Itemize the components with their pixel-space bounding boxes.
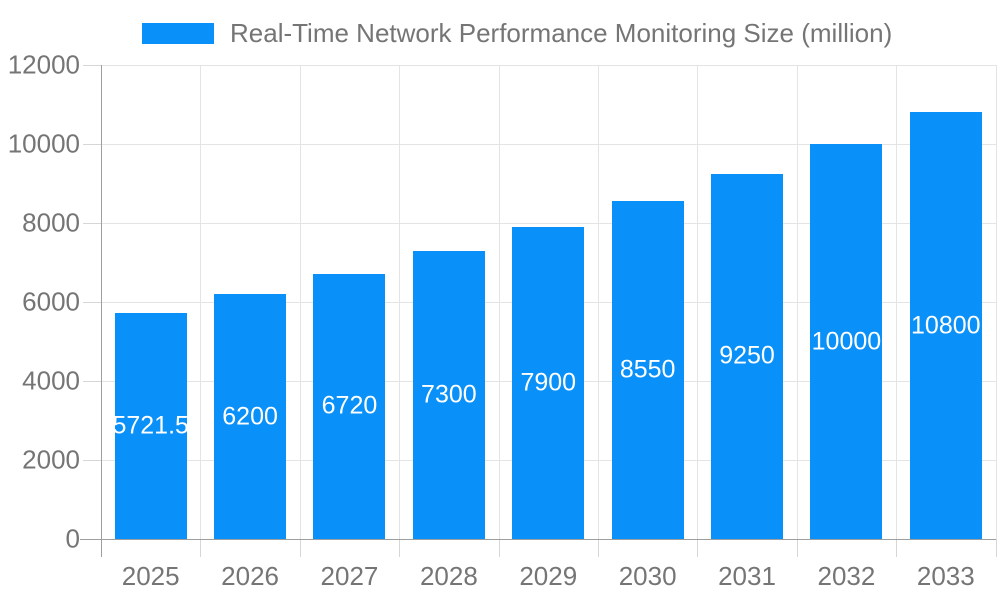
bar[interactable] (114, 313, 187, 539)
gridline-vertical (597, 65, 599, 539)
gridline-horizontal (101, 65, 996, 66)
y-axis-tick (83, 65, 101, 66)
bar[interactable] (909, 112, 982, 539)
x-axis-label: 2025 (121, 561, 180, 591)
gridline-vertical (697, 65, 699, 539)
x-axis-tick (597, 539, 599, 557)
bar[interactable] (512, 226, 585, 539)
y-axis-label: 4000 (22, 365, 80, 396)
x-axis-label: 2032 (817, 561, 876, 591)
x-axis-label: 2033 (916, 561, 975, 591)
y-axis-tick (83, 460, 101, 461)
gridline-vertical (200, 65, 202, 539)
x-axis-label: 2027 (320, 561, 379, 591)
x-axis-label: 2026 (221, 561, 279, 591)
x-axis-label: 2028 (419, 561, 478, 591)
y-axis-line (101, 65, 102, 557)
y-axis-label: 2000 (22, 444, 80, 475)
gridline-vertical (896, 65, 898, 539)
x-axis-tick (399, 539, 401, 557)
gridline-vertical (399, 65, 401, 539)
y-axis-label: 0 (65, 523, 80, 554)
x-axis-tick (697, 539, 699, 557)
legend-swatch[interactable] (142, 23, 214, 44)
x-axis-tick (896, 539, 898, 557)
y-axis-label: 10000 (7, 128, 80, 159)
y-axis-tick (83, 302, 101, 303)
x-axis-label: 2030 (618, 561, 677, 591)
x-axis-tick (796, 539, 798, 557)
bar[interactable] (214, 294, 287, 539)
x-axis-tick (299, 539, 301, 557)
gridline-horizontal (101, 223, 996, 224)
x-axis-tick (498, 539, 500, 557)
gridline-vertical (995, 65, 997, 539)
y-axis-tick (83, 223, 101, 224)
y-axis-label: 12000 (7, 49, 80, 80)
bar[interactable] (711, 173, 784, 539)
x-axis-line (80, 539, 996, 540)
x-axis-label: 2029 (519, 561, 578, 591)
gridline-vertical (299, 65, 301, 539)
x-axis-tick (200, 539, 202, 557)
gridline-horizontal (101, 144, 996, 145)
y-axis-label: 8000 (22, 207, 80, 238)
x-axis-tick (995, 539, 997, 557)
x-axis-label: 2031 (718, 561, 776, 591)
legend-label: Real-Time Network Performance Monitoring… (230, 18, 893, 48)
y-axis-tick (83, 381, 101, 382)
bar[interactable] (611, 201, 684, 539)
bar[interactable] (412, 250, 485, 539)
legend[interactable]: Real-Time Network Performance Monitoring… (142, 18, 892, 49)
bar[interactable] (313, 273, 386, 539)
gridline-vertical (796, 65, 798, 539)
y-axis-tick (83, 144, 101, 145)
y-axis-label: 6000 (22, 286, 80, 317)
bar[interactable] (810, 144, 883, 539)
gridline-vertical (498, 65, 500, 539)
